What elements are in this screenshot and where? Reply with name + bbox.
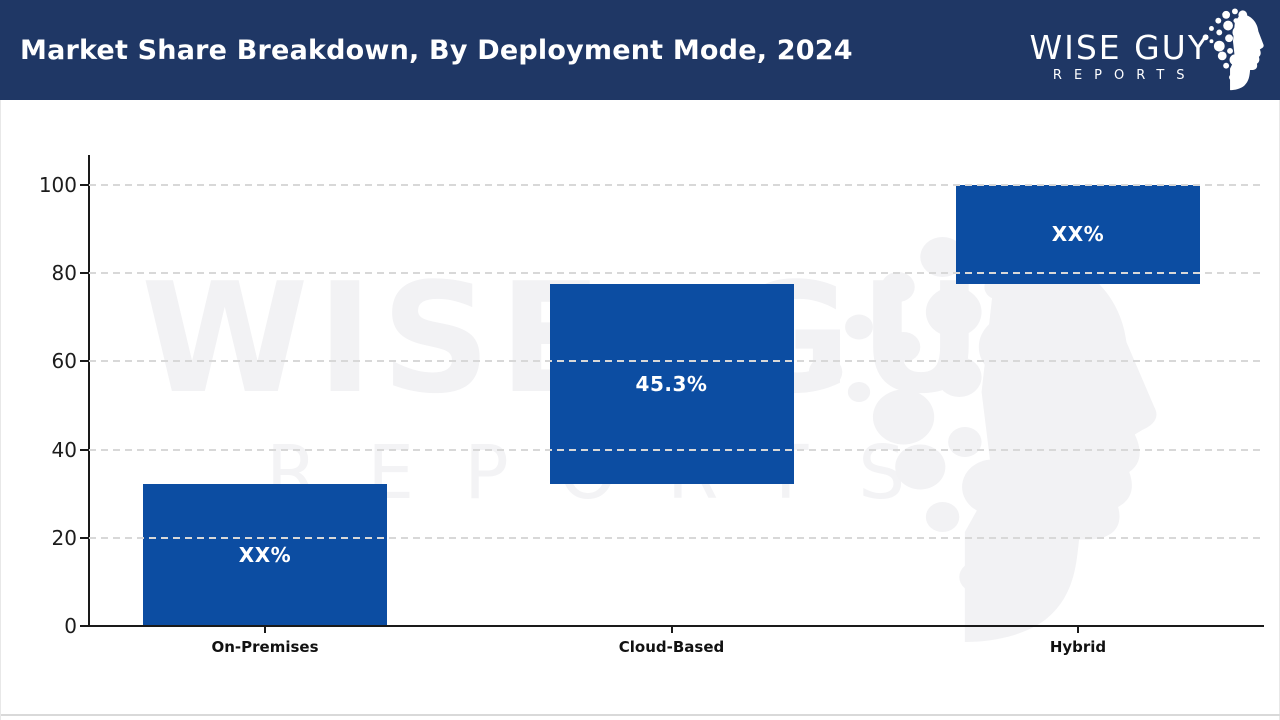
logo-sub-label: REPORTS (1052, 67, 1197, 83)
bar: XX% (143, 483, 387, 626)
y-tick-label: 20 (51, 525, 77, 550)
x-category-label: On-Premises (211, 638, 319, 656)
y-tick-mark (80, 184, 88, 186)
x-category-label: Hybrid (1049, 638, 1107, 656)
watermark-head-icon (781, 212, 1171, 666)
wiseguy-logo: WISE GUY REPORTS (1029, 6, 1268, 98)
bar-value-label: 45.3% (635, 371, 708, 396)
y-tick-label: 60 (51, 349, 77, 374)
bottom-divider (1, 714, 1280, 716)
y-tick-mark (80, 272, 88, 275)
header-bar: Market Share Breakdown, By Deployment Mo… (0, 0, 1280, 100)
y-tick-label: 100 (38, 173, 77, 197)
bar: 45.3% (549, 283, 794, 484)
y-tick-mark (80, 625, 88, 627)
bar-value-label: XX% (238, 542, 292, 567)
y-tick-label: 0 (64, 614, 77, 638)
gridline (89, 272, 1263, 275)
wiseguy-head-icon (1196, 6, 1268, 98)
bar: XX% (956, 185, 1200, 284)
x-tick-mark (264, 626, 266, 633)
gridline (89, 536, 1263, 539)
y-tick-mark (80, 536, 88, 539)
y-axis-line (88, 155, 90, 626)
logo-brand-label: WISE GUY (1029, 27, 1210, 67)
page-title: Market Share Breakdown, By Deployment Mo… (20, 34, 853, 66)
y-tick-label: 80 (51, 261, 77, 286)
chart-canvas: WISE GUY REPORTS 020406080100XX%On-Premi… (0, 100, 1280, 720)
logo-text: WISE GUY REPORTS (1029, 28, 1210, 83)
x-tick-mark (670, 626, 673, 633)
gridline (89, 448, 1263, 451)
y-tick-label: 40 (51, 437, 77, 462)
x-tick-mark (1077, 626, 1079, 633)
x-axis-line (88, 625, 1264, 627)
y-tick-mark (80, 448, 88, 451)
gridline (89, 360, 1263, 363)
bar-value-label: XX% (1051, 222, 1105, 247)
x-category-label: Cloud-Based (618, 638, 725, 656)
y-tick-mark (80, 360, 88, 363)
gridline (89, 184, 1263, 186)
